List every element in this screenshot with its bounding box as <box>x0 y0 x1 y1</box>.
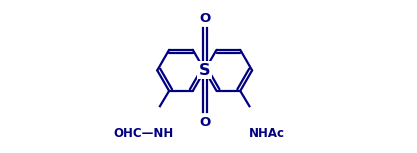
Text: OHC—NH: OHC—NH <box>113 127 173 140</box>
Text: O: O <box>199 116 210 129</box>
Text: O: O <box>199 12 210 25</box>
Text: NHAc: NHAc <box>249 127 285 140</box>
Text: S: S <box>199 63 211 78</box>
